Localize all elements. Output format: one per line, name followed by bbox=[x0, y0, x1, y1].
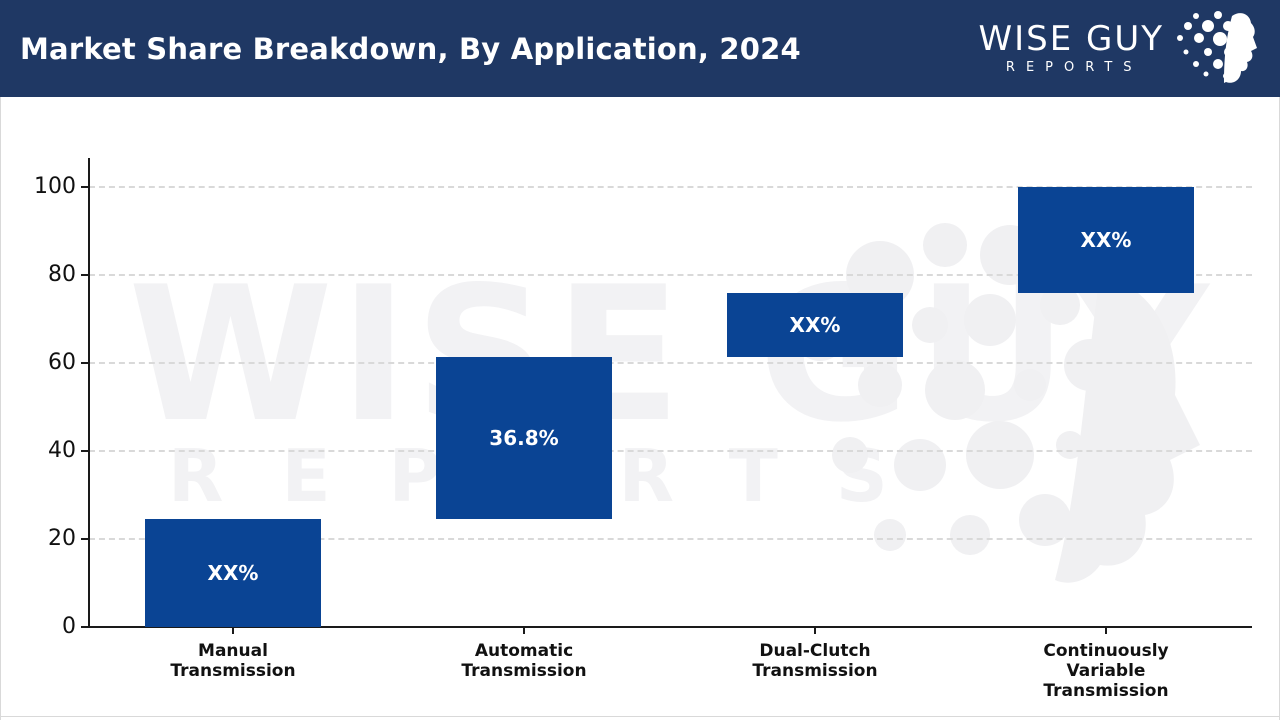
y-tick-mark bbox=[81, 450, 88, 452]
logo-wordmark: WISE GUY bbox=[978, 19, 1164, 60]
header-bar: Market Share Breakdown, By Application, … bbox=[0, 0, 1280, 97]
gridline bbox=[89, 538, 1252, 540]
x-tick-mark bbox=[232, 628, 234, 634]
gridline bbox=[89, 274, 1252, 276]
y-tick-label: 20 bbox=[48, 526, 76, 551]
x-axis-line bbox=[88, 626, 1252, 628]
y-tick-label: 40 bbox=[48, 438, 76, 463]
y-tick-label: 80 bbox=[48, 262, 76, 287]
logo-subtitle: REPORTS bbox=[1005, 59, 1143, 75]
footer-divider bbox=[0, 716, 1280, 717]
x-tick-mark bbox=[523, 628, 525, 634]
bar-value-label: XX% bbox=[789, 313, 841, 338]
bar-dual-clutch-transmission: XX% bbox=[727, 293, 903, 358]
x-tick-mark bbox=[814, 628, 816, 634]
bar-manual-transmission: XX% bbox=[145, 519, 321, 627]
watermark-face-icon bbox=[760, 215, 1200, 589]
gridline bbox=[89, 450, 1252, 452]
face-profile-icon bbox=[1166, 8, 1258, 90]
y-axis-line bbox=[88, 158, 90, 628]
y-tick-label: 0 bbox=[62, 614, 76, 639]
y-tick-mark bbox=[81, 538, 88, 540]
chart-title: Market Share Breakdown, By Application, … bbox=[20, 31, 801, 66]
y-tick-label: 100 bbox=[34, 174, 76, 199]
bar-automatic-transmission: 36.8% bbox=[436, 357, 612, 520]
x-axis-category-label: Continuously Variable Transmission bbox=[1043, 641, 1169, 701]
bar-continuously-variable-transmission: XX% bbox=[1018, 187, 1194, 294]
gridline bbox=[89, 186, 1252, 188]
wise-guy-reports-logo: WISE GUY REPORTS bbox=[978, 8, 1258, 90]
y-tick-label: 60 bbox=[48, 350, 76, 375]
gridline bbox=[89, 362, 1252, 364]
bar-value-label: XX% bbox=[207, 561, 259, 586]
x-axis-category-label: Dual-Clutch Transmission bbox=[752, 641, 878, 681]
x-tick-mark bbox=[1105, 628, 1107, 634]
y-tick-mark bbox=[81, 274, 88, 276]
bar-value-label: 36.8% bbox=[489, 426, 559, 451]
x-axis-category-label: Manual Transmission bbox=[170, 641, 296, 681]
bar-value-label: XX% bbox=[1080, 228, 1132, 253]
x-axis-category-label: Automatic Transmission bbox=[461, 641, 587, 681]
y-tick-mark bbox=[81, 626, 88, 628]
y-tick-mark bbox=[81, 362, 88, 364]
y-tick-mark bbox=[81, 186, 88, 188]
